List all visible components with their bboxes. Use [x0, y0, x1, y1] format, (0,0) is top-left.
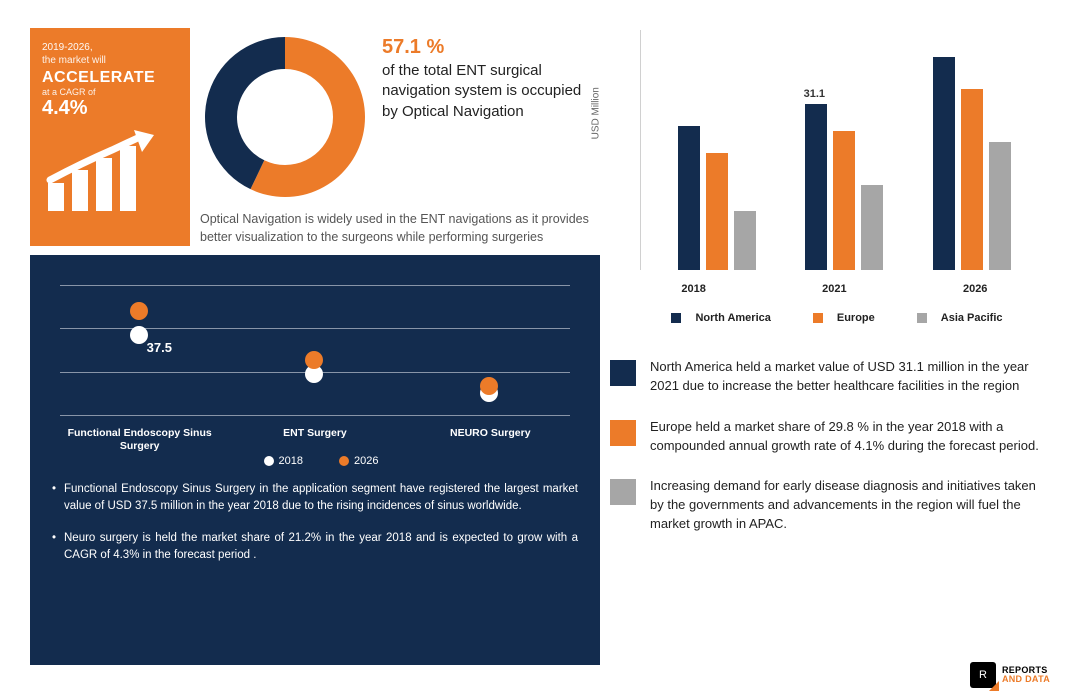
dot-point — [305, 351, 323, 369]
swatch-icon — [610, 420, 636, 446]
logo: R REPORTS AND DATA — [970, 662, 1050, 688]
dot-legend: 2018 2026 — [52, 455, 578, 467]
donut-desc: of the total ENT surgical navigation sys… — [382, 61, 592, 122]
bar — [833, 131, 855, 270]
swatch-icon — [610, 479, 636, 505]
bar-area — [640, 30, 1040, 270]
dot-point — [130, 326, 148, 344]
bar — [734, 211, 756, 270]
legend-item: Europe — [799, 312, 875, 324]
application-panel: Functional Endoscopy Sinus SurgeryENT Su… — [30, 255, 600, 665]
bar — [706, 153, 728, 270]
dot-point — [130, 302, 148, 320]
region-note-row: Increasing demand for early disease diag… — [610, 477, 1050, 534]
legend-item: 2018 — [252, 455, 303, 467]
bar — [961, 89, 983, 270]
donut-text: 57.1 % of the total ENT surgical navigat… — [382, 36, 592, 122]
donut-pct: 57.1 % — [382, 36, 592, 59]
bar — [805, 104, 827, 270]
region-note-row: Europe held a market share of 29.8 % in … — [610, 418, 1050, 456]
bar — [933, 57, 955, 270]
bar — [989, 142, 1011, 270]
cagr-label: at a CAGR of — [42, 87, 178, 97]
bullet-text: Neuro surgery is held the market share o… — [52, 530, 578, 565]
bar-group — [920, 57, 1024, 270]
donut-chart — [200, 32, 370, 202]
bar-legend: North America Europe Asia Pacific — [610, 312, 1050, 324]
logo-line2: AND DATA — [1002, 675, 1050, 684]
dot-chart: Functional Endoscopy Sinus SurgeryENT Su… — [52, 279, 578, 449]
note-text: Europe held a market share of 29.8 % in … — [650, 418, 1050, 456]
region-note-row: North America held a market value of USD… — [610, 358, 1050, 396]
bullet-text: Functional Endoscopy Sinus Surgery in th… — [52, 481, 578, 516]
x-tick: 2018 — [636, 283, 750, 295]
bar-group — [793, 104, 897, 270]
logo-letter: R — [979, 669, 987, 681]
x-tick: 2026 — [918, 283, 1032, 295]
legend-item: Asia Pacific — [903, 312, 1003, 324]
region-notes: North America held a market value of USD… — [610, 358, 1050, 534]
category-label: NEURO Surgery — [403, 427, 578, 440]
growth-chart-icon — [42, 128, 162, 216]
legend-item: 2026 — [327, 455, 378, 467]
sub-text: the market will — [42, 55, 178, 66]
logo-mark-icon: R — [970, 662, 996, 688]
headline: ACCELERATE — [42, 69, 178, 87]
note-text: North America held a market value of USD… — [650, 358, 1050, 396]
legend-item: North America — [657, 312, 770, 324]
bar — [678, 126, 700, 270]
note-text: Increasing demand for early disease diag… — [650, 477, 1050, 534]
cagr-value: 4.4% — [42, 97, 178, 120]
period-text: 2019-2026, — [42, 42, 178, 53]
category-label: Functional Endoscopy Sinus Surgery — [52, 427, 227, 452]
value-label: 37.5 — [147, 340, 172, 355]
swatch-icon — [610, 360, 636, 386]
bar — [861, 185, 883, 270]
logo-text: REPORTS AND DATA — [1002, 666, 1050, 685]
accelerate-panel: 2019-2026, the market will ACCELERATE at… — [30, 28, 190, 246]
bar-value-label: 31.1 — [804, 88, 825, 100]
x-tick: 2021 — [777, 283, 891, 295]
y-axis-label: USD Million — [591, 87, 602, 139]
bullet-list: Functional Endoscopy Sinus Surgery in th… — [52, 481, 578, 564]
left-column: 2019-2026, the market will ACCELERATE at… — [0, 0, 600, 700]
right-column: USD Million 20182021202631.1 North Ameri… — [600, 0, 1080, 700]
category-label: ENT Surgery — [227, 427, 402, 440]
region-bar-chart: USD Million 20182021202631.1 — [610, 20, 1050, 300]
donut-caption: Optical Navigation is widely used in the… — [200, 210, 600, 246]
bar-group — [665, 126, 769, 270]
